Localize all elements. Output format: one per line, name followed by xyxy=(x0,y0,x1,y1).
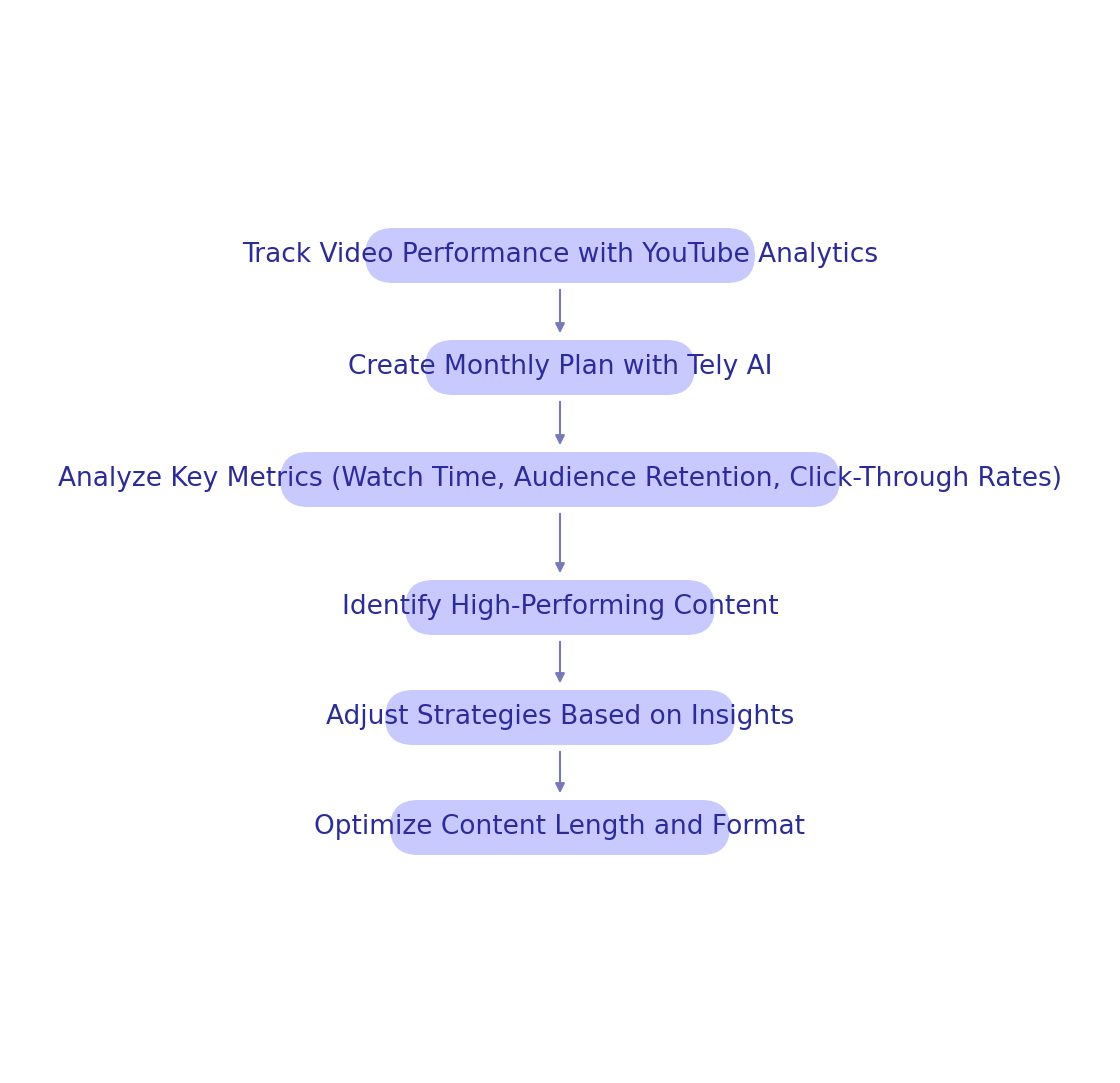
Text: Analyze Key Metrics (Watch Time, Audience Retention, Click-Through Rates): Analyze Key Metrics (Watch Time, Audienc… xyxy=(58,467,1062,493)
FancyBboxPatch shape xyxy=(405,580,715,635)
FancyBboxPatch shape xyxy=(385,690,735,745)
Text: Track Video Performance with YouTube Analytics: Track Video Performance with YouTube Ana… xyxy=(242,243,878,269)
FancyBboxPatch shape xyxy=(424,340,696,395)
FancyBboxPatch shape xyxy=(365,229,755,283)
FancyBboxPatch shape xyxy=(280,452,840,507)
FancyBboxPatch shape xyxy=(390,800,730,854)
Text: Create Monthly Plan with Tely AI: Create Monthly Plan with Tely AI xyxy=(347,354,773,380)
Text: Optimize Content Length and Format: Optimize Content Length and Format xyxy=(315,814,805,840)
Text: Adjust Strategies Based on Insights: Adjust Strategies Based on Insights xyxy=(326,705,794,731)
Text: Identify High-Performing Content: Identify High-Performing Content xyxy=(342,595,778,621)
